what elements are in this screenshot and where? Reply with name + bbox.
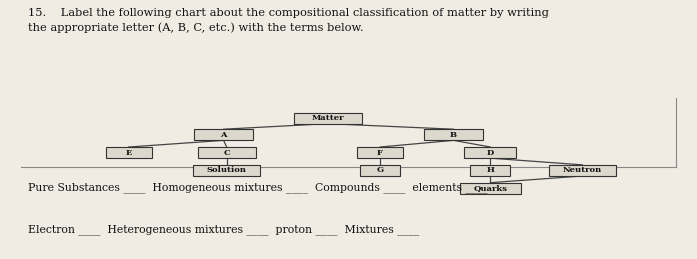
Bar	[360, 165, 400, 176]
Text: E: E	[125, 149, 132, 157]
Bar	[294, 112, 362, 124]
Text: Pure Substances ____  Homogeneous mixtures ____  Compounds ____  elements ____: Pure Substances ____ Homogeneous mixture…	[28, 183, 487, 193]
Text: Solution: Solution	[207, 167, 247, 174]
Bar	[549, 165, 616, 176]
Text: C: C	[223, 149, 230, 157]
Bar	[424, 129, 483, 140]
Text: F: F	[377, 149, 383, 157]
Bar	[193, 165, 261, 176]
Bar	[357, 147, 403, 158]
Text: 15.    Label the following chart about the compositional classification of matte: 15. Label the following chart about the …	[28, 8, 549, 33]
Text: Matter: Matter	[312, 114, 344, 122]
Bar	[464, 147, 516, 158]
Bar	[460, 183, 521, 194]
Text: G: G	[376, 167, 383, 174]
Text: B: B	[450, 131, 457, 139]
Bar	[105, 147, 151, 158]
Text: D: D	[487, 149, 494, 157]
Text: A: A	[220, 131, 227, 139]
Bar	[470, 165, 510, 176]
Text: Electron ____  Heterogeneous mixtures ____  proton ____  Mixtures ____: Electron ____ Heterogeneous mixtures ___…	[28, 224, 419, 235]
Bar	[197, 147, 256, 158]
Text: Neutron: Neutron	[562, 167, 602, 174]
Bar	[194, 129, 253, 140]
Text: Quarks: Quarks	[473, 184, 507, 192]
Text: H: H	[487, 167, 494, 174]
